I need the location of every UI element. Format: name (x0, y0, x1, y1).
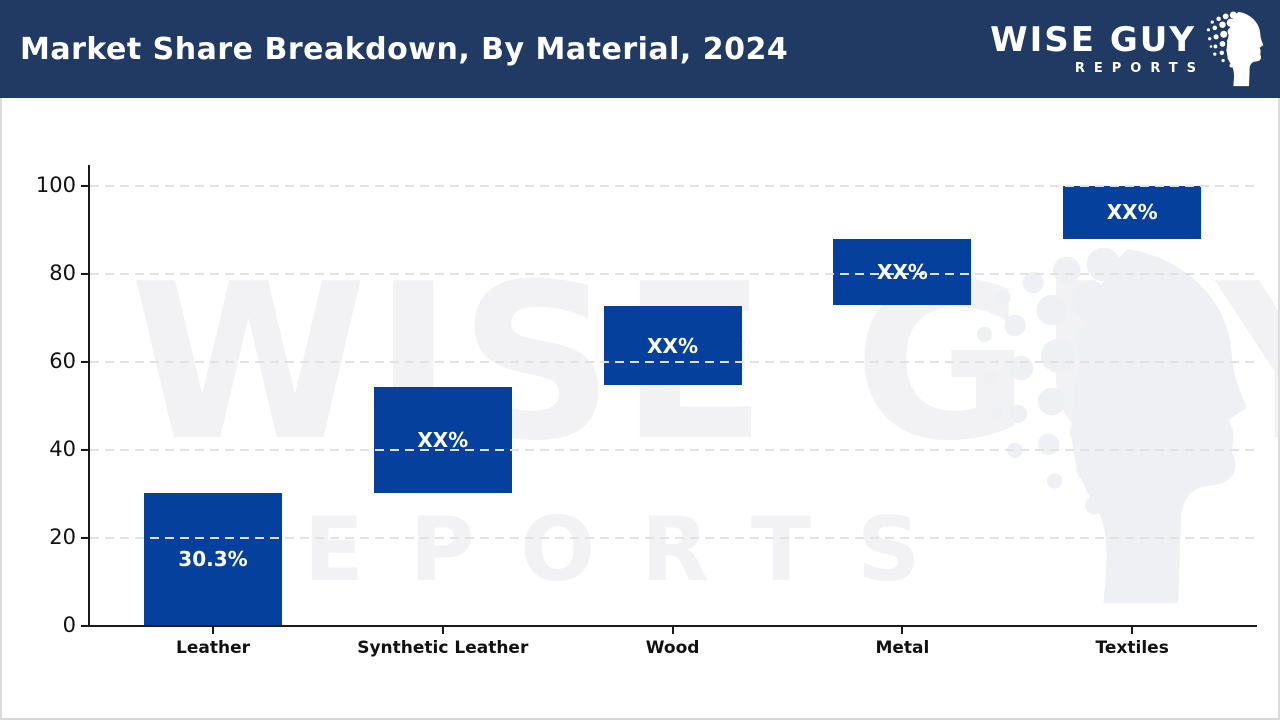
x-tick-1 (441, 627, 444, 634)
y-tick-label: 20 (49, 525, 76, 549)
y-tick-label: 100 (35, 173, 76, 197)
bar-synthetic-leather (373, 387, 512, 493)
y-tick-label: 0 (62, 613, 76, 637)
y-tick-60 (81, 361, 89, 363)
gridline-y-80 (90, 273, 1255, 275)
gridline-y-60 (90, 361, 1255, 363)
y-tick-80 (81, 273, 89, 275)
bar-metal (833, 238, 972, 305)
x-category-label: Textiles (1095, 638, 1169, 658)
plot-area: WISE GUY REPORTS 02040608010030.3%Leathe… (0, 98, 1280, 720)
bar-value-label: XX% (647, 333, 699, 358)
y-tick-20 (81, 537, 89, 539)
gridline-y-40 (90, 449, 1255, 451)
chart-title: Market Share Breakdown, By Material, 202… (20, 31, 789, 67)
y-tick-100 (81, 185, 89, 187)
x-category-label: Leather (176, 638, 250, 658)
x-category-label: Wood (645, 638, 700, 658)
x-category-label: Synthetic Leather (357, 638, 529, 658)
gridline-y-20 (90, 537, 1255, 539)
x-tick-4 (1131, 627, 1134, 634)
wiseguy-watermark-subtext: REPORTS (190, 498, 967, 601)
gridline-y-100 (90, 185, 1255, 187)
wiseguy-logo: WISE GUY REPORTS (990, 8, 1266, 90)
wiseguy-logo-text: WISE GUY REPORTS (990, 23, 1196, 76)
y-tick-label: 80 (49, 261, 76, 285)
bar-textiles (1063, 186, 1202, 239)
logo-subtitle: REPORTS (1074, 60, 1205, 76)
wiseguy-head-icon (1206, 11, 1264, 87)
bar-leather (144, 492, 282, 626)
y-tick-label: 60 (49, 349, 76, 373)
x-category-label: Metal (875, 638, 930, 658)
bar-value-label: XX% (876, 259, 928, 284)
logo-wordmark: WISE GUY (990, 19, 1196, 60)
wiseguy-watermark-head-icon (976, 247, 1247, 603)
y-tick-0 (81, 625, 89, 627)
y-axis-spine (88, 165, 90, 627)
x-tick-0 (212, 627, 214, 634)
x-tick-2 (671, 627, 674, 634)
bar-value-label: 30.3% (178, 547, 248, 572)
bar-wood (603, 306, 742, 386)
bar-value-label: XX% (417, 427, 469, 452)
header-bar: Market Share Breakdown, By Material, 202… (0, 0, 1280, 98)
y-tick-label: 40 (49, 437, 76, 461)
bar-value-label: XX% (1106, 200, 1158, 225)
x-axis-line (88, 625, 1257, 627)
y-tick-40 (81, 449, 89, 451)
x-tick-3 (901, 627, 904, 634)
